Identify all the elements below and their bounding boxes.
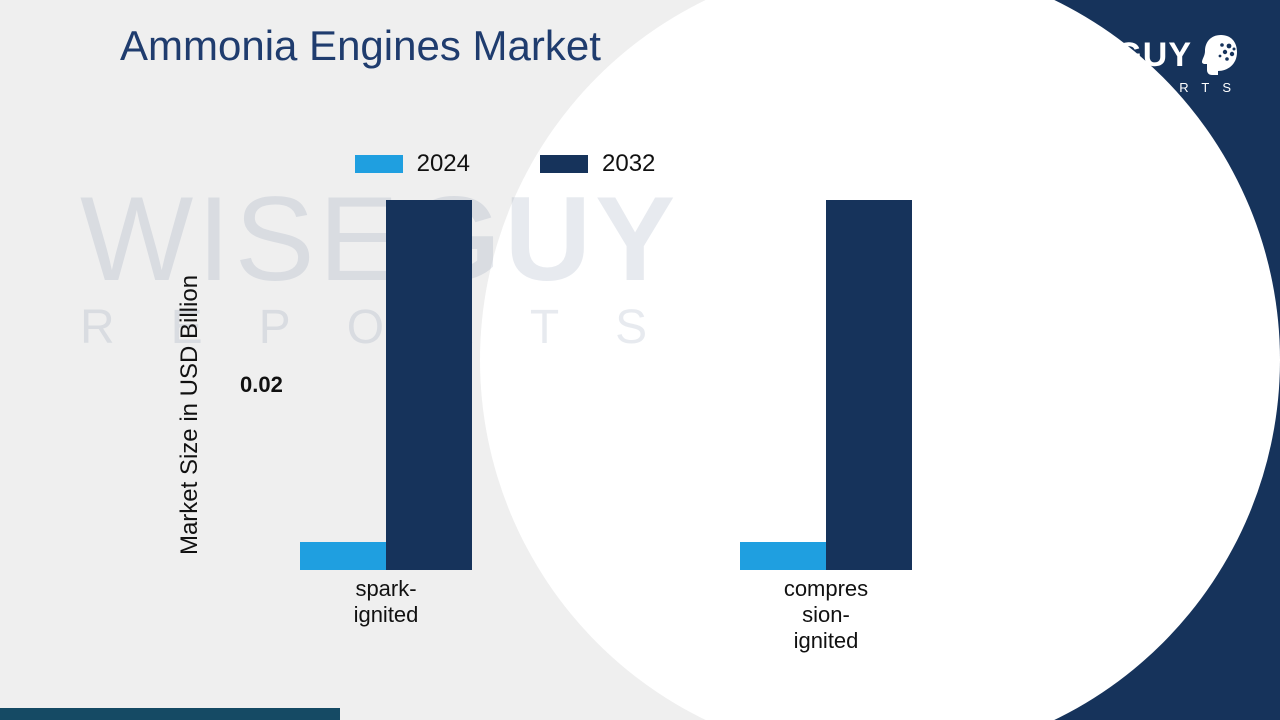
brand-logo: WISE GUY REPORTS (1018, 32, 1244, 95)
bar-2024-spark (300, 542, 386, 570)
bar-2032-compression (826, 200, 912, 570)
category-label-1: compres sion- ignited (766, 576, 886, 654)
bottom-accent-bar (0, 708, 340, 720)
brand-guy: GUY (1115, 36, 1192, 75)
legend-swatch-2024 (355, 155, 403, 173)
bar-2032-spark (386, 200, 472, 570)
legend-label-2032: 2032 (602, 150, 655, 178)
category-label-0: spark- ignited (326, 576, 446, 628)
plot-area: 0.02 spark- ignited compres sion- ignite… (150, 200, 950, 570)
ytick-0: 0.02 (240, 372, 283, 398)
legend-label-2024: 2024 (417, 150, 470, 178)
bar-2024-compression (740, 542, 826, 570)
canvas: WISE GUY REPORTS Ammonia Engines Market … (0, 0, 1280, 720)
legend: 2024 2032 (60, 150, 950, 178)
brand-wise: WISE (1018, 36, 1109, 75)
legend-swatch-2032 (540, 155, 588, 173)
legend-item-2024: 2024 (355, 150, 470, 178)
legend-item-2032: 2032 (540, 150, 655, 178)
brand-head-icon (1198, 32, 1244, 78)
chart: Market Size in USD Billion 2024 2032 0.0… (60, 150, 950, 680)
brand-reports: REPORTS (1018, 80, 1244, 95)
chart-title: Ammonia Engines Market (120, 22, 601, 70)
